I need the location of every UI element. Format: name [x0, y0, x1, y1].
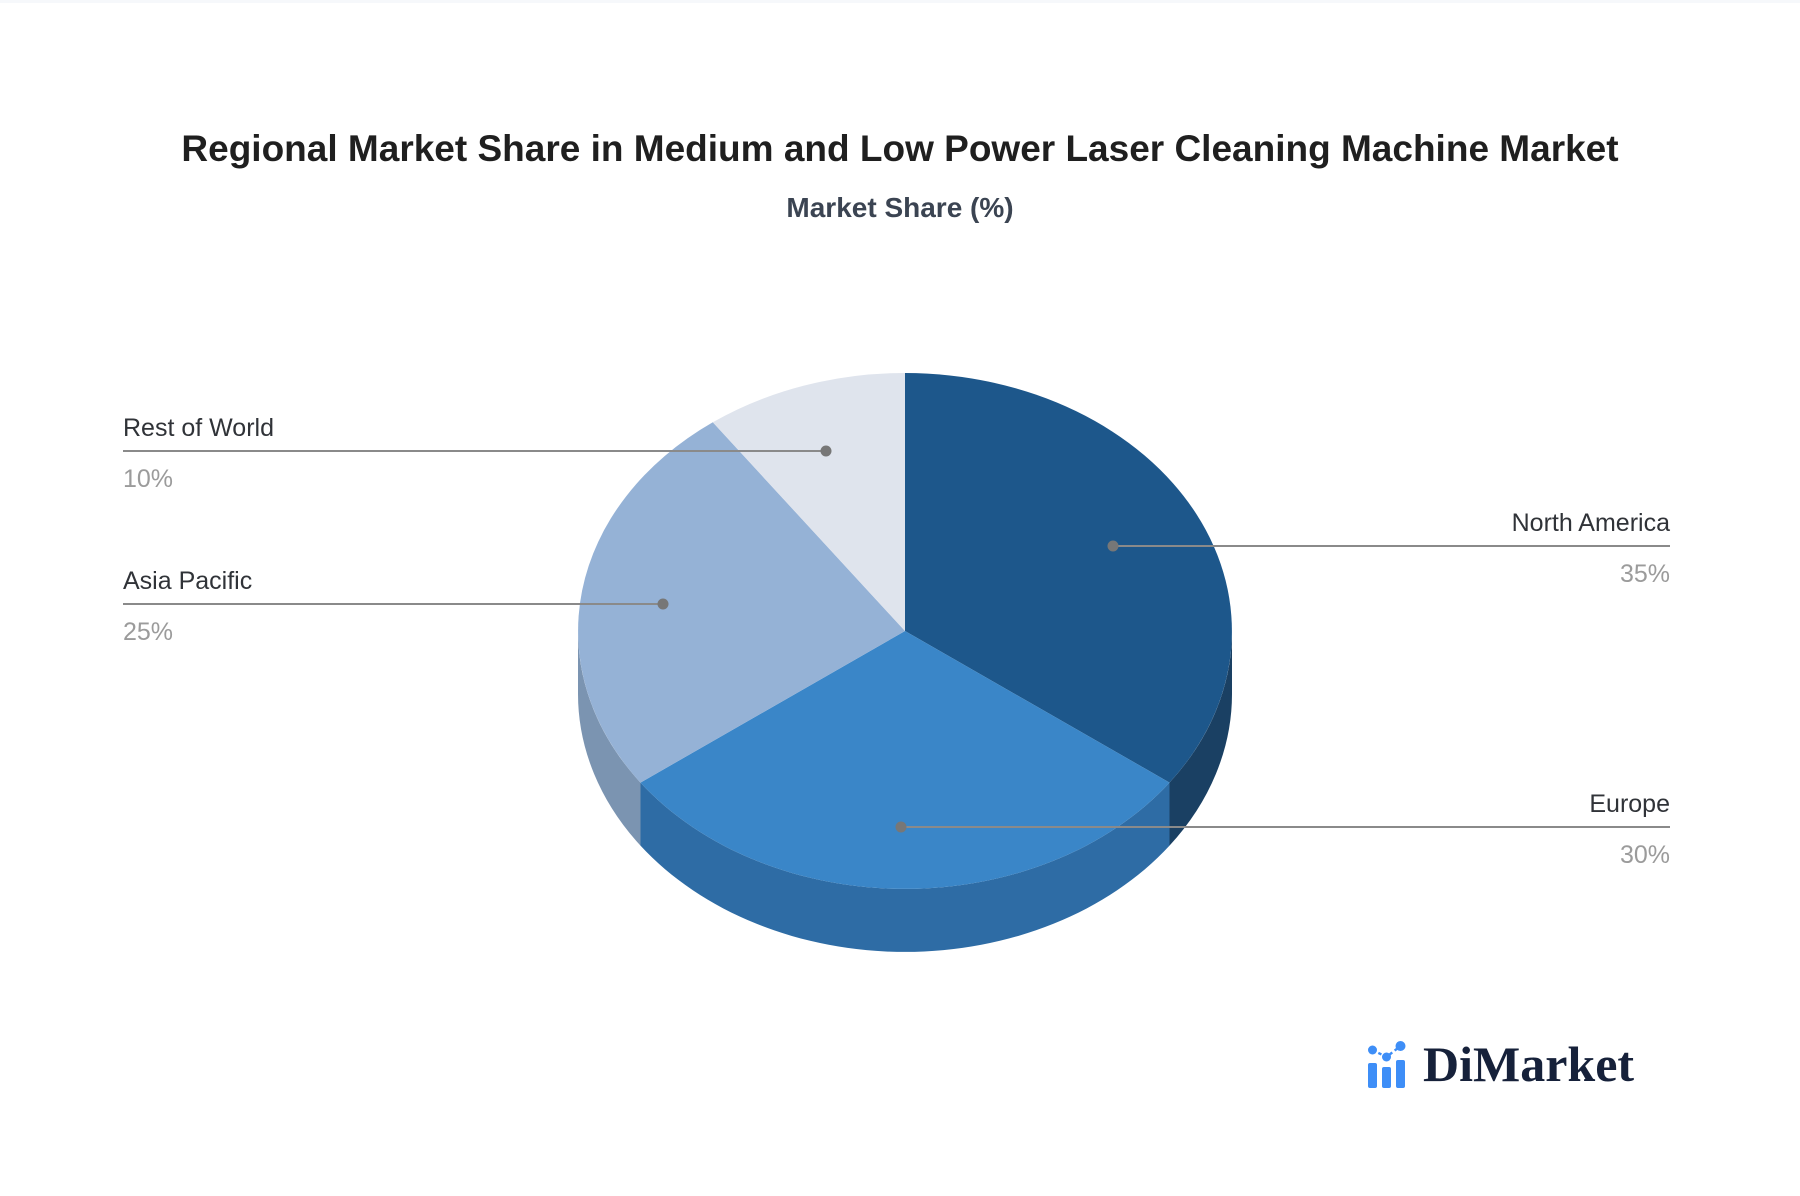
bar-chart-logo-icon	[1368, 1041, 1406, 1088]
pie-side-europe	[640, 782, 1170, 952]
pie-slice-north-america	[905, 373, 1232, 783]
slice-label-europe: Europe 30%	[1589, 790, 1670, 870]
logo: DiMarket	[1366, 1036, 1635, 1092]
logo-text: DiMarket	[1423, 1036, 1635, 1092]
slice-percent-text: 30%	[1619, 841, 1670, 869]
connector-dot-asia-pacific	[657, 598, 669, 610]
pie-3d-group	[578, 373, 1232, 952]
slice-label-text: Europe	[1589, 790, 1670, 818]
connector-dot-north-america	[1107, 540, 1119, 552]
pie-slice-europe	[640, 631, 1170, 889]
slice-percent-text: 35%	[1619, 560, 1670, 588]
chart-subtitle: Market Share (%)	[786, 192, 1014, 223]
pie-side-north-america	[1169, 631, 1232, 846]
slice-label-text: Rest of World	[123, 414, 274, 442]
connector-dot-europe	[895, 821, 907, 833]
slice-label-text: North America	[1511, 509, 1670, 537]
top-strip	[0, 0, 1800, 3]
pie-side-asia-pacific	[578, 631, 641, 846]
slice-label-rest-of-world: Rest of World 10%	[123, 414, 274, 494]
connector-lines	[123, 445, 1670, 833]
slice-label-north-america: North America 35%	[1512, 509, 1670, 589]
pie-slice-asia-pacific	[578, 422, 905, 783]
connector-dot-rest-of-world	[820, 445, 832, 457]
slice-percent-text: 25%	[123, 618, 174, 646]
pie-slice-rest-of-world	[712, 373, 905, 631]
slice-percent-text: 10%	[123, 465, 174, 493]
slice-label-asia-pacific: Asia Pacific 25%	[123, 567, 252, 647]
chart-title: Regional Market Share in Medium and Low …	[181, 128, 1619, 169]
slice-label-text: Asia Pacific	[123, 567, 253, 595]
